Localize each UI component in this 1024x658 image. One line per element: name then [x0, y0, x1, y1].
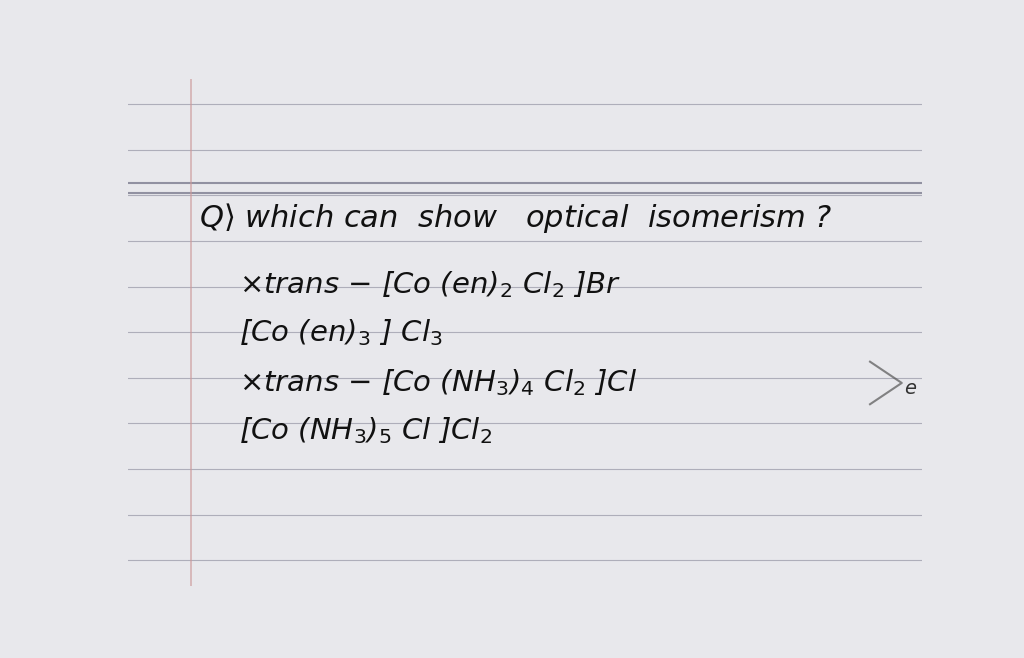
Text: $\times$trans $-$ [Co (NH$_3$)$_4$ Cl$_2$ ]Cl: $\times$trans $-$ [Co (NH$_3$)$_4$ Cl$_2…	[240, 368, 637, 398]
Text: [Co (en)$_3$ ] Cl$_3$: [Co (en)$_3$ ] Cl$_3$	[240, 317, 443, 347]
Text: $\times$trans $-$ [Co (en)$_2$ Cl$_2$ ]Br: $\times$trans $-$ [Co (en)$_2$ Cl$_2$ ]B…	[240, 268, 621, 299]
Text: Q$\rangle$ which can  show   optical  isomerism ?: Q$\rangle$ which can show optical isomer…	[200, 201, 833, 236]
Text: e: e	[904, 378, 916, 397]
Text: [Co (NH$_3$)$_5$ Cl ]Cl$_2$: [Co (NH$_3$)$_5$ Cl ]Cl$_2$	[240, 416, 493, 447]
